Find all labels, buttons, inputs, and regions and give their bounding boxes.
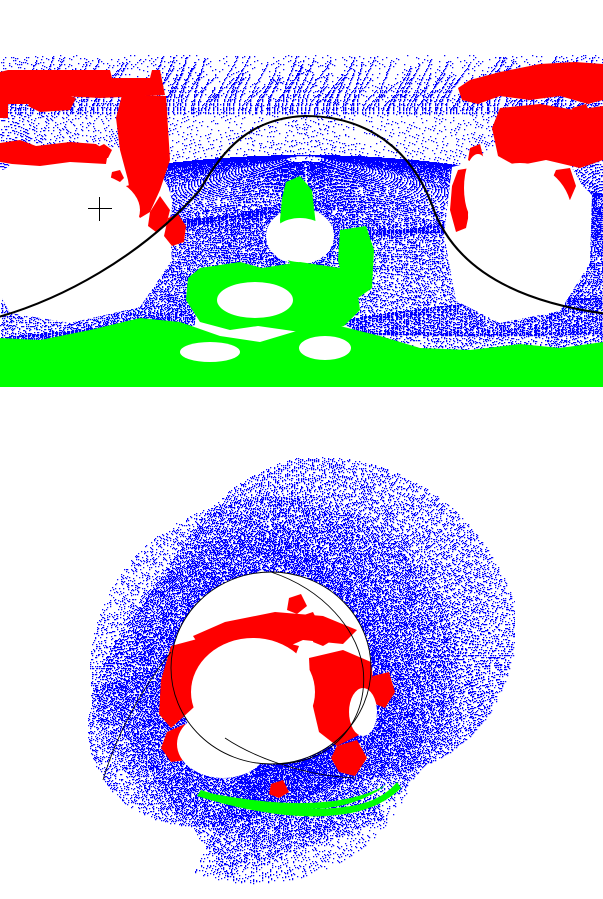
panel-perspective-field-volume (75, 440, 515, 890)
map-projection-svg (0, 55, 603, 387)
map-red-region (0, 140, 108, 166)
globe-projection-svg (75, 440, 515, 890)
panel-equirectangular-field-map (0, 55, 603, 387)
map-red-region (0, 70, 8, 118)
